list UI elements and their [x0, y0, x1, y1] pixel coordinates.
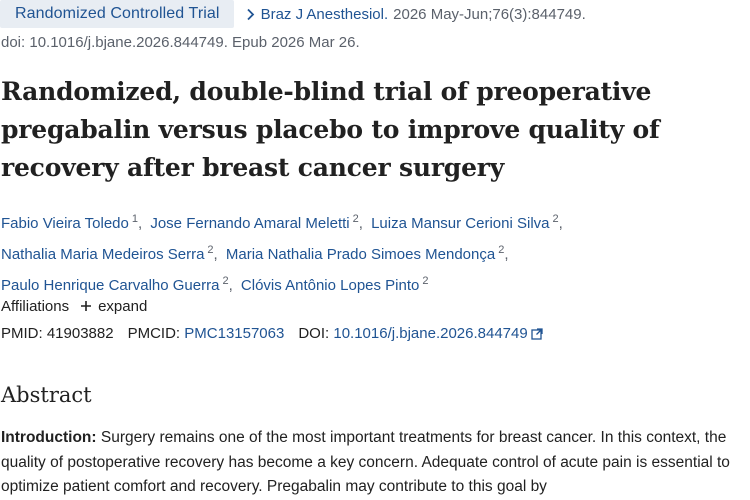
affiliations-expand-button[interactable]: expand [80, 297, 147, 315]
author-link[interactable]: Jose Fernando Amaral Meletti [150, 215, 350, 232]
journal-citation: Braz J Anesthesiol. 2026 May-Jun;76(3):8… [246, 6, 586, 23]
pmid-label: PMID: [1, 325, 43, 342]
article-meta: Randomized Controlled Trial Braz J Anest… [0, 0, 586, 28]
doi-link[interactable]: 10.1016/j.bjane.2026.844749 [333, 325, 528, 342]
affiliation-ref[interactable]: 2 [352, 213, 359, 225]
author-item: Clóvis Antônio Lopes Pinto 2 [240, 275, 429, 294]
author-link[interactable]: Paulo Henrique Carvalho Guerra [1, 277, 220, 294]
affiliation-ref[interactable]: 1 [131, 213, 138, 225]
identifiers-row: PMID: 41903882 PMCID: PMC13157063 DOI: 1… [1, 325, 543, 342]
author-item: Luiza Mansur Cerioni Silva 2, [371, 213, 563, 232]
author-item: Nathalia Maria Medeiros Serra 2, [1, 244, 218, 263]
author-item: Jose Fernando Amaral Meletti 2, [150, 213, 363, 232]
affiliations-row: Affiliations expand [1, 297, 147, 315]
doi-line: doi: 10.1016/j.bjane.2026.844749. Epub 2… [1, 34, 360, 51]
abstract-heading: Abstract [1, 383, 92, 407]
author-item: Fabio Vieira Toledo 1, [1, 213, 143, 232]
introduction-label: Introduction: [1, 429, 97, 446]
pmid-group: PMID: 41903882 [1, 325, 114, 342]
author-list: Fabio Vieira Toledo 1, Jose Fernando Amar… [1, 206, 741, 299]
chevron-right-icon[interactable] [246, 8, 255, 21]
pmcid-group: PMCID: PMC13157063 [128, 325, 285, 342]
pmid-value: 41903882 [46, 325, 114, 342]
pmcid-label: PMCID: [127, 325, 181, 342]
affiliation-ref[interactable]: 2 [222, 275, 229, 287]
author-link[interactable]: Fabio Vieira Toledo [1, 215, 129, 232]
expand-label: expand [98, 297, 148, 315]
doi-group: DOI: 10.1016/j.bjane.2026.844749 [298, 325, 543, 342]
author-item: Paulo Henrique Carvalho Guerra 2, [1, 275, 233, 294]
author-link[interactable]: Nathalia Maria Medeiros Serra [1, 246, 205, 263]
abstract-introduction: Introduction: Surgery remains one of the… [1, 426, 745, 500]
journal-link[interactable]: Braz J Anesthesiol. [260, 5, 389, 23]
affiliation-ref[interactable]: 2 [552, 213, 559, 225]
pmcid-link[interactable]: PMC13157063 [184, 325, 285, 342]
article-title: Randomized, double-blind trial of preope… [1, 77, 660, 182]
author-link[interactable]: Maria Nathalia Prado Simoes Mendonça [225, 246, 496, 263]
publication-type-badge[interactable]: Randomized Controlled Trial [0, 0, 234, 28]
plus-icon [80, 297, 92, 315]
external-link-icon[interactable] [531, 327, 543, 340]
author-item: Maria Nathalia Prado Simoes Mendonça 2, [225, 244, 509, 263]
introduction-text: Surgery remains one of the most importan… [1, 429, 730, 495]
affiliation-ref[interactable]: 2 [422, 275, 429, 287]
doi-label: DOI: [298, 325, 330, 342]
author-link[interactable]: Luiza Mansur Cerioni Silva [371, 215, 550, 232]
author-link[interactable]: Clóvis Antônio Lopes Pinto [240, 277, 420, 294]
citation-details: 2026 May-Jun;76(3):844749. [393, 5, 586, 23]
affiliations-label: Affiliations [1, 297, 70, 315]
affiliation-ref[interactable]: 2 [207, 244, 214, 256]
affiliation-ref[interactable]: 2 [498, 244, 505, 256]
